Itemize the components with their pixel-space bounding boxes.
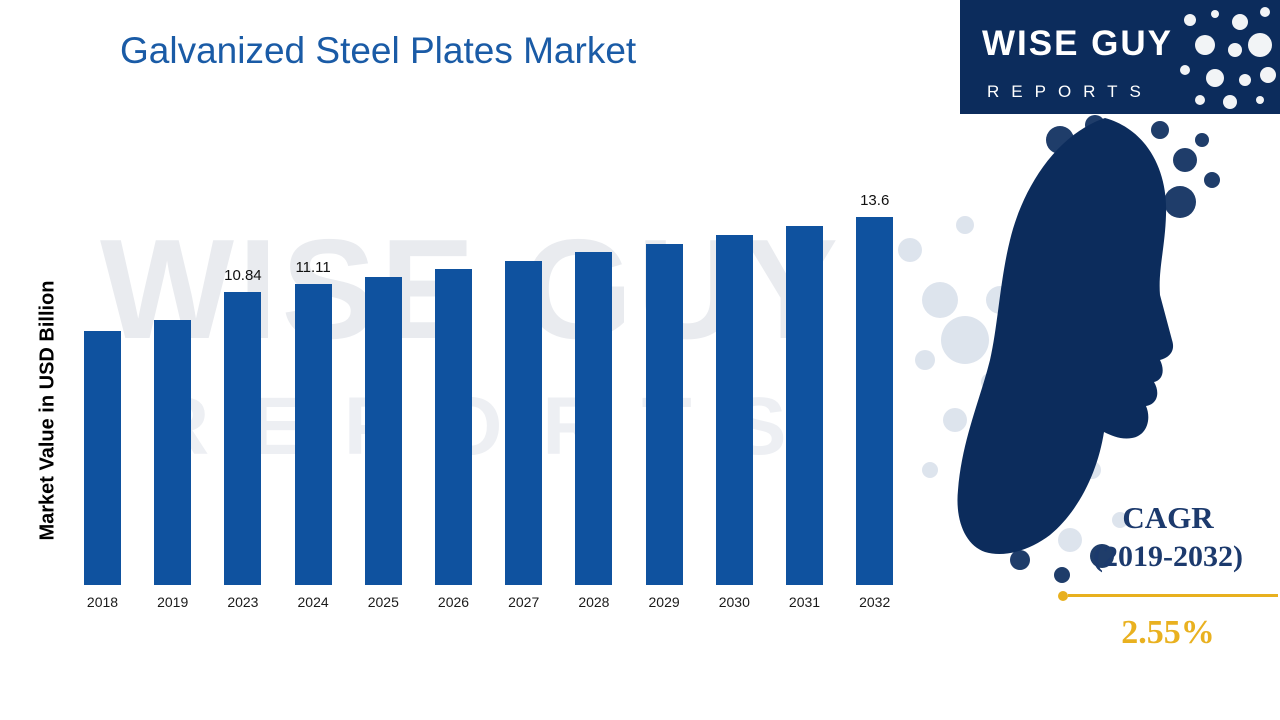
cagr-block: CAGR (2019-2032) 2.55%: [1056, 500, 1280, 652]
bar-chart: 2018 2019 2023 10.84 2024 11.11 2025 2026 2027 20…: [84, 190, 896, 610]
x-tick-2024: 2024: [297, 594, 329, 610]
x-tick-2026: 2026: [437, 594, 470, 610]
face-profile-graphic: [898, 115, 1220, 583]
x-tick-2019: 2019: [157, 594, 189, 610]
logo-wordmark: WISE GUY: [982, 24, 1174, 63]
x-tick-2029: 2029: [648, 594, 680, 610]
cagr-divider: [1058, 590, 1278, 602]
bar-2024: [294, 284, 332, 585]
x-tick-2030: 2030: [718, 594, 750, 610]
face-silhouette: [957, 118, 1174, 555]
cagr-range: (2019-2032): [1093, 540, 1243, 573]
bar-2029: [645, 244, 683, 585]
cagr-value: 2.55%: [1121, 614, 1215, 651]
x-tick-2025: 2025: [367, 594, 399, 610]
bar-2030: [715, 235, 753, 585]
logo-face-dots-icon: [1180, 7, 1276, 109]
y-axis-label: Market Value in USD Billion: [36, 279, 59, 541]
page-title: Galvanized Steel Plates Market: [120, 30, 637, 71]
bar-2028: [575, 252, 613, 585]
x-tick-2023: 2023: [227, 594, 259, 610]
bar-2027: [505, 261, 543, 585]
bar-2032: [856, 217, 894, 585]
x-tick-2031: 2031: [788, 594, 821, 610]
wiseguy-logo: WISE GUY REPORTS: [960, 0, 1280, 114]
bar-2025: [364, 277, 402, 585]
x-tick-2028: 2028: [578, 594, 610, 610]
bar-2023: [224, 292, 262, 585]
x-tick-2018: 2018: [86, 594, 119, 610]
bar-2026: [435, 269, 472, 585]
cagr-label: CAGR: [1122, 500, 1214, 535]
bar-2019: [154, 320, 192, 585]
bar-2031: [786, 226, 823, 585]
y-axis-label-wrap: Market Value in USD Billion: [28, 240, 68, 580]
bar-value-label-2023: 10.84: [224, 267, 262, 284]
bar-value-label-2032: 13.6: [860, 192, 890, 209]
bar-2018: [84, 331, 121, 585]
x-tick-2032: 2032: [859, 594, 891, 610]
x-tick-2027: 2027: [508, 594, 540, 610]
cagr-divider-line: [1068, 594, 1278, 597]
bar-value-label-2024: 11.11: [295, 259, 331, 276]
logo-subtitle: REPORTS: [987, 82, 1153, 101]
cagr-divider-dot-icon: [1058, 591, 1068, 601]
